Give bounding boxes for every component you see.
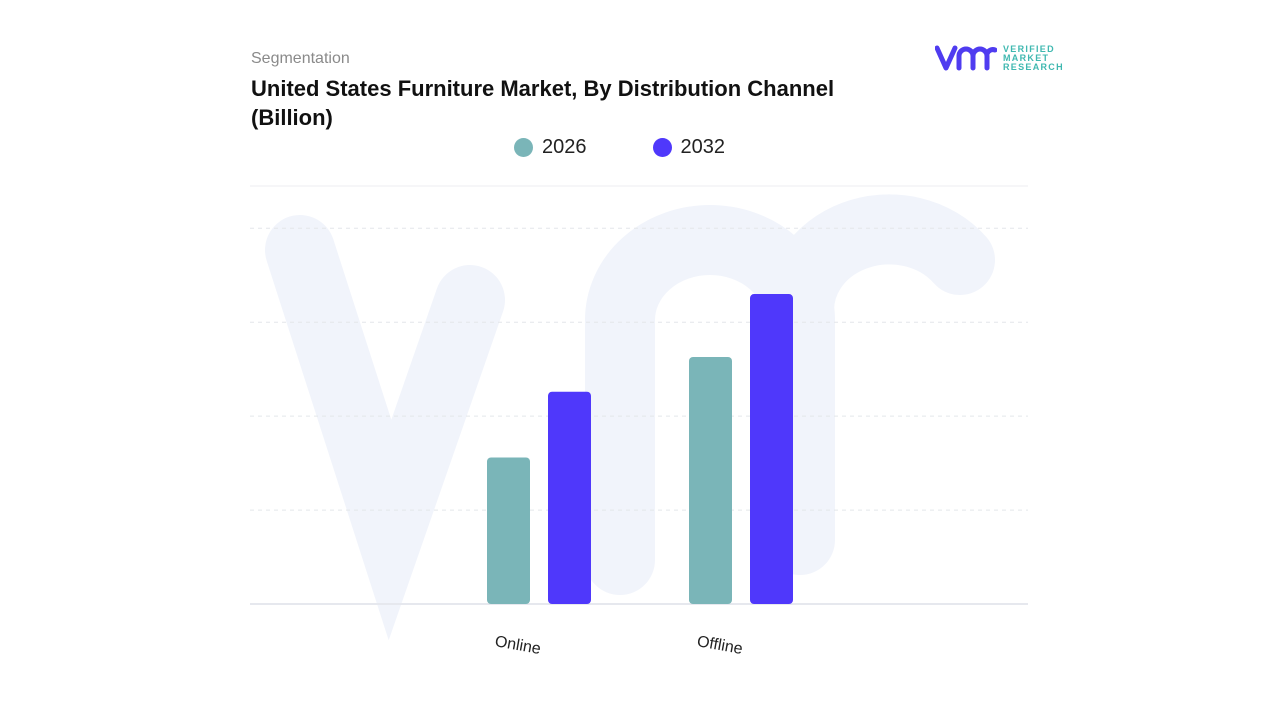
logo-line3: RESEARCH bbox=[1003, 61, 1064, 72]
bar-offline-2032[interactable] bbox=[750, 294, 793, 604]
x-tick-label: Offline bbox=[696, 633, 744, 658]
legend-swatch bbox=[652, 138, 672, 157]
logo-text: VERIFIED MARKET RESEARCH bbox=[1003, 43, 1064, 72]
legend-item-2026[interactable]: 2026 bbox=[514, 136, 587, 159]
legend-item-2032[interactable]: 2032 bbox=[652, 136, 726, 159]
bar-online-2032[interactable] bbox=[548, 391, 591, 604]
x-tick-label: Online bbox=[494, 633, 543, 658]
watermark bbox=[265, 194, 995, 641]
bar-online-2026[interactable] bbox=[487, 457, 530, 604]
bar-offline-2026[interactable] bbox=[689, 356, 732, 604]
logo-line1: VERIFIED bbox=[1003, 43, 1055, 54]
legend: 2026 2032 bbox=[514, 136, 725, 159]
legend-swatch bbox=[514, 138, 533, 157]
vmr-logo-icon bbox=[935, 45, 997, 71]
legend-label: 2032 bbox=[680, 136, 726, 158]
logo-line2: MARKET bbox=[1003, 52, 1050, 63]
chart-title: United States Furniture Market, By Distr… bbox=[251, 76, 835, 130]
legend-label: 2026 bbox=[542, 136, 587, 158]
segment-label: Segmentation bbox=[251, 50, 350, 67]
logo: VERIFIED MARKET RESEARCH bbox=[935, 44, 1064, 72]
